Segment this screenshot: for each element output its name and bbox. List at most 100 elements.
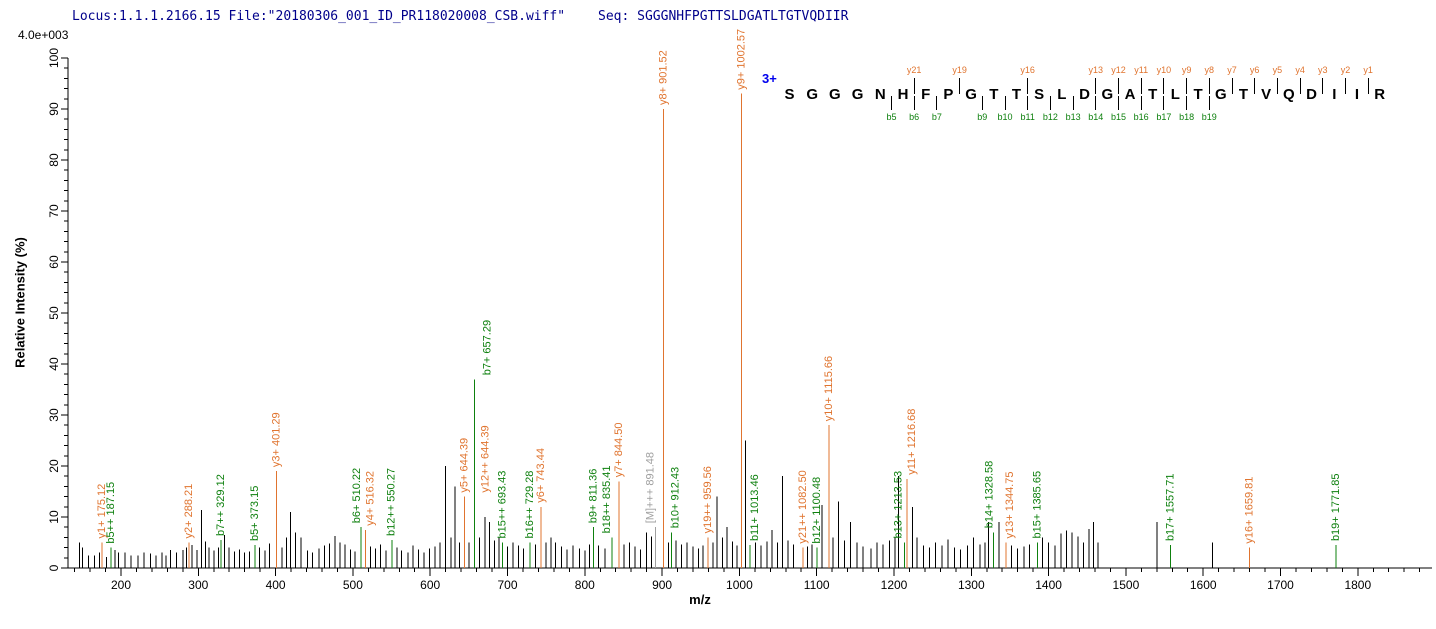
b-ion-cleavage-mark xyxy=(936,96,938,110)
peak-ion-label: y10+ 1115.66 xyxy=(823,356,835,421)
b-ion-cleavage-mark xyxy=(1186,96,1188,110)
residue-letter: G xyxy=(829,86,841,103)
locus-file-header: Locus:1.1.1.2166.15 File:"20180306_001_I… xyxy=(72,9,566,24)
peak-ion-label: b11+ 1013.46 xyxy=(749,474,761,541)
residue-letter: G xyxy=(1101,86,1114,103)
y-tick-label: 20 xyxy=(47,459,61,473)
y-tick-label: 0 xyxy=(47,564,61,571)
residue-letter: G xyxy=(806,86,819,103)
x-tick-label: 1100 xyxy=(804,578,830,592)
y-ion-cleavage-mark xyxy=(1140,78,1142,94)
peak-ion-label: b6+ 510.22 xyxy=(351,468,363,523)
y-ion-label: y11 xyxy=(1134,65,1149,75)
b-ion-cleavage-mark xyxy=(1027,96,1029,110)
peak-ion-label: b5+ 373.15 xyxy=(249,486,261,541)
peak-ion-label: b15+ 1385.65 xyxy=(1032,471,1044,539)
y-ion-cleavage-mark xyxy=(1367,78,1369,94)
residue-letter: P xyxy=(943,86,954,103)
b-ion-label: b17 xyxy=(1156,112,1172,122)
x-tick-label: 700 xyxy=(497,578,517,592)
x-axis-title: m/z xyxy=(689,592,711,607)
b-ion-cleavage-mark xyxy=(1004,96,1006,110)
residue-letter: I xyxy=(1354,86,1360,103)
b-ion-label: b18 xyxy=(1179,112,1195,122)
x-tick-label: 500 xyxy=(343,578,363,592)
peak-ion-label: b10+ 912.43 xyxy=(670,467,682,528)
y-ion-cleavage-mark xyxy=(1027,78,1029,94)
peak-ion-label: y6+ 743.44 xyxy=(535,448,547,503)
residue-letter: A xyxy=(1124,86,1136,103)
b-ion-cleavage-mark xyxy=(1140,96,1142,110)
y-ion-cleavage-mark xyxy=(1163,78,1165,94)
residue-letter: Q xyxy=(1283,86,1295,103)
y-tick-label: 90 xyxy=(47,102,61,116)
y-ion-label: y1 xyxy=(1363,65,1373,75)
peak-ion-label: y12++ 644.39 xyxy=(480,425,492,492)
y-ion-cleavage-mark xyxy=(1276,78,1278,94)
residue-letter: D xyxy=(1306,86,1318,103)
y-ion-label: y7 xyxy=(1227,65,1237,75)
y-ion-label: y4 xyxy=(1295,65,1305,75)
y-tick-label: 50 xyxy=(47,306,61,320)
sequence-header: Seq: SGGGNHFPGTTSLDGATLTGTVQDIIR xyxy=(598,9,849,24)
x-tick-label: 300 xyxy=(188,578,208,592)
peak-ion-label: b12++ 550.27 xyxy=(386,468,398,536)
y-ion-cleavage-mark xyxy=(1208,78,1210,94)
peak-ion-label: y11+ 1216.68 xyxy=(906,409,918,475)
y-ion-label: y5 xyxy=(1272,65,1283,75)
b-ion-label: b6 xyxy=(909,112,920,122)
peak-ion-label: y5+ 644.39 xyxy=(459,438,471,493)
x-tick-label: 800 xyxy=(575,578,595,592)
b-ion-cleavage-mark xyxy=(1072,96,1074,110)
b-ion-cleavage-mark xyxy=(1049,96,1051,110)
b-ion-label: b14 xyxy=(1088,112,1104,122)
peak-ion-label: y16+ 1659.81 xyxy=(1243,477,1255,544)
residue-letter: G xyxy=(1214,86,1227,103)
peak-ion-label: y9+ 1002.57 xyxy=(735,29,747,90)
residue-letter: G xyxy=(851,86,864,103)
peak-ion-label: b5++ 187.15 xyxy=(105,482,117,544)
b-ion-label: b11 xyxy=(1020,112,1035,122)
residue-letter: H xyxy=(897,86,909,103)
b-ion-cleavage-mark xyxy=(891,96,892,110)
labeled-peaks xyxy=(101,93,1337,568)
residue-letter: T xyxy=(1193,86,1203,103)
b-ion-label: b9 xyxy=(977,112,988,122)
y-tick-label: 100 xyxy=(47,48,61,68)
x-tick-label: 400 xyxy=(266,578,286,592)
y-tick-label: 10 xyxy=(47,510,61,524)
residue-letter: V xyxy=(1261,86,1272,103)
y-ion-cleavage-mark xyxy=(1345,78,1346,94)
y-ion-cleavage-mark xyxy=(1299,78,1301,94)
peak-ion-label: b12+ 1100.48 xyxy=(811,477,823,544)
y-ion-label: y10 xyxy=(1156,65,1172,75)
peak-ion-label: y8+ 901.52 xyxy=(657,50,669,105)
x-tick-label: 1700 xyxy=(1267,578,1294,592)
residue-letter: S xyxy=(784,86,795,103)
b-ion-label: b10 xyxy=(997,112,1013,122)
y-tick-label: 60 xyxy=(47,255,61,269)
b-ion-cleavage-mark xyxy=(1208,96,1210,110)
y-ion-label: y21 xyxy=(906,65,922,75)
peak-ion-label: b18++ 835.41 xyxy=(601,465,613,533)
peak-ion-label: y1+ 175.12 xyxy=(96,484,108,539)
peak-ion-label: y7+ 844.50 xyxy=(613,423,625,478)
x-tick-label: 1500 xyxy=(1113,578,1140,592)
peak-ion-label: b9+ 811.36 xyxy=(588,469,600,524)
b-ion-label: b7 xyxy=(931,112,942,122)
x-tick-label: 900 xyxy=(652,578,672,592)
peak-ion-label: y3+ 401.29 xyxy=(271,412,283,467)
x-tick-label: 1300 xyxy=(958,578,985,592)
y-ion-label: y9 xyxy=(1181,65,1192,75)
absolute-intensity-max-label: 4.0e+003 xyxy=(18,28,69,42)
residue-letter: I xyxy=(1332,86,1337,103)
b-ion-cleavage-mark xyxy=(1095,96,1097,110)
b-ion-label: b12 xyxy=(1042,112,1058,122)
x-tick-label: 1400 xyxy=(1035,578,1062,592)
residue-letter: L xyxy=(1170,86,1180,103)
y-ion-cleavage-mark xyxy=(1231,78,1233,94)
